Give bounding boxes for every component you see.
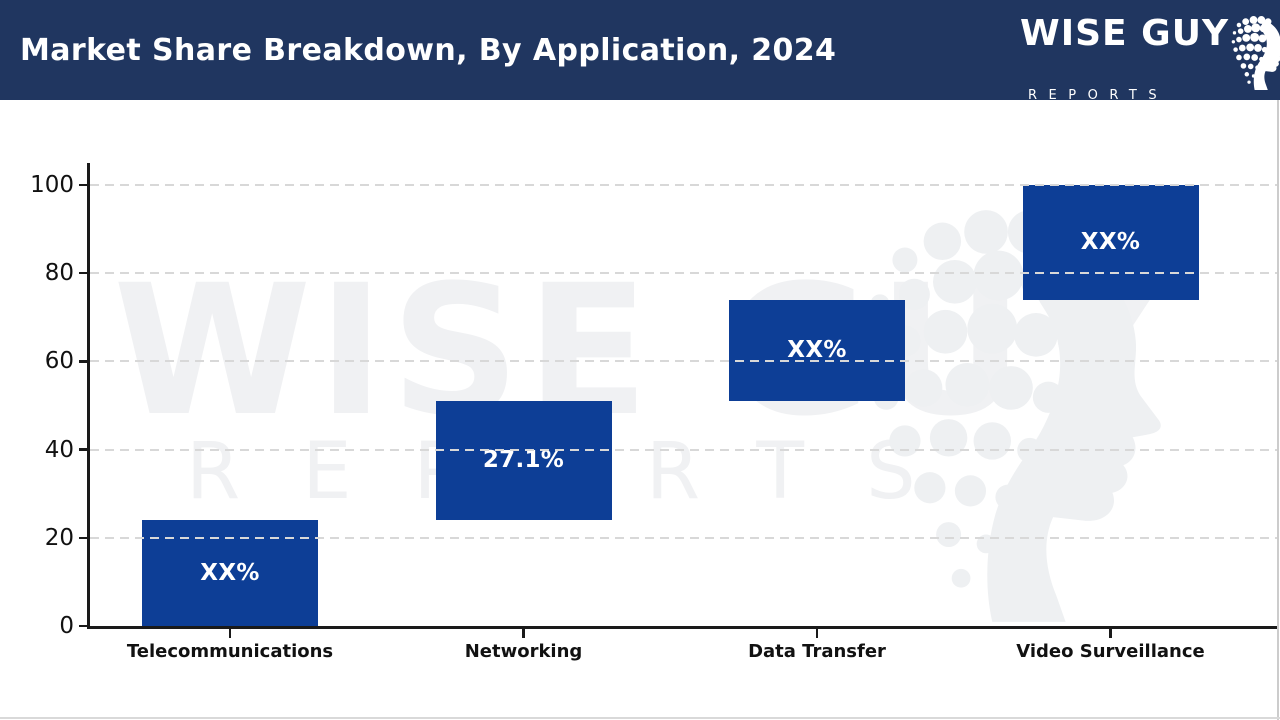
y-tick — [79, 271, 88, 275]
brand-logo: WISE GUY REPORTS — [1020, 8, 1270, 103]
bar-value-label: XX% — [787, 337, 847, 364]
bar-value-label: XX% — [200, 560, 260, 587]
logo-subtext: REPORTS — [1028, 88, 1169, 103]
y-tick-label: 20 — [44, 524, 74, 551]
gridline — [90, 184, 1277, 186]
page-bottom-border — [0, 717, 1280, 719]
x-axis-line — [87, 626, 1277, 629]
x-axis-label: Video Surveillance — [1016, 641, 1205, 662]
y-tick-label: 100 — [30, 172, 74, 198]
x-axis-label: Networking — [464, 641, 583, 662]
x-tick — [522, 629, 525, 638]
gridline — [90, 448, 1277, 451]
x-tick — [815, 629, 819, 638]
x-tick — [1109, 629, 1112, 638]
bar-value-label: 27.1% — [482, 447, 565, 474]
y-axis-line — [87, 163, 90, 629]
page-title: Market Share Breakdown, By Application, … — [20, 32, 837, 68]
x-axis-label: Data Transfer — [748, 641, 886, 662]
y-tick — [79, 183, 88, 187]
y-tick — [79, 624, 88, 628]
y-tick — [79, 448, 88, 451]
logo-wordmark: WISE GUY — [1020, 13, 1230, 54]
x-tick — [228, 629, 232, 638]
y-tick-label: 0 — [59, 613, 74, 639]
gridline — [90, 272, 1277, 275]
x-axis-label: Telecommunications — [126, 641, 334, 662]
y-tick — [79, 536, 88, 540]
y-tick-label: 40 — [44, 436, 74, 463]
gridline — [90, 536, 1277, 539]
bar-segment: XX% — [729, 299, 905, 401]
y-tick — [79, 360, 88, 363]
y-tick-label: 60 — [44, 348, 74, 375]
chart-area: WISE GUY REPORTS XX%Telecommunications27… — [0, 100, 1280, 720]
gridline — [90, 360, 1277, 363]
y-tick-label: 80 — [44, 260, 74, 287]
bar-segment: 27.1% — [435, 400, 612, 521]
bar-value-label: XX% — [1080, 229, 1141, 256]
bar-segment: XX% — [1022, 185, 1199, 300]
page-right-border — [1277, 100, 1279, 720]
logo-head-icon — [1230, 16, 1280, 90]
header-bar: Market Share Breakdown, By Application, … — [0, 0, 1280, 103]
